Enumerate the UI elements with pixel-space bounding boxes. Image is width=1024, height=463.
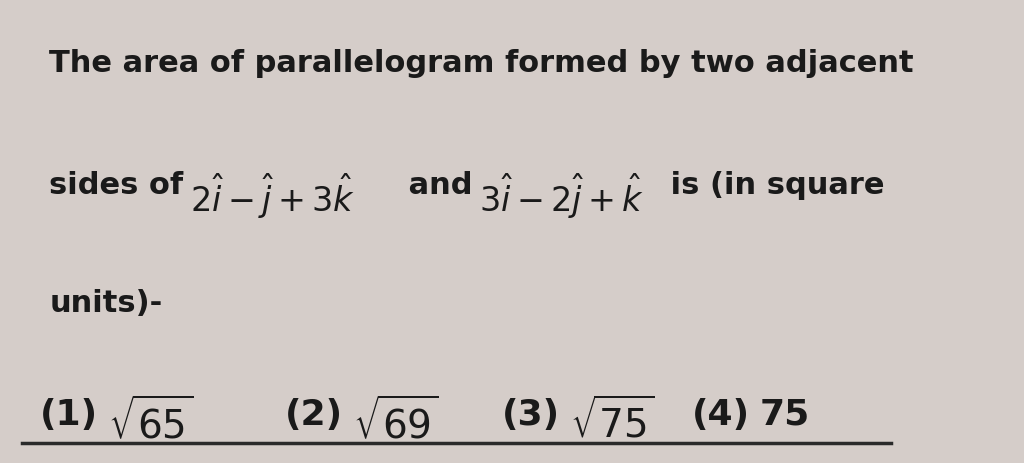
Text: 75: 75 (760, 398, 810, 432)
Text: units)-: units)- (49, 289, 163, 318)
Text: The area of parallelogram formed by two adjacent: The area of parallelogram formed by two … (49, 50, 914, 78)
Text: (2): (2) (285, 398, 343, 432)
Text: $3\hat{i}-2\hat{j}+\hat{k}$: $3\hat{i}-2\hat{j}+\hat{k}$ (479, 171, 645, 220)
Text: $2\hat{i}-\hat{j}+3\hat{k}$: $2\hat{i}-\hat{j}+3\hat{k}$ (189, 171, 355, 220)
Text: $\sqrt{69}$: $\sqrt{69}$ (352, 398, 438, 446)
Text: and: and (398, 171, 483, 200)
Text: $\sqrt{75}$: $\sqrt{75}$ (569, 398, 654, 445)
Text: sides of: sides of (49, 171, 195, 200)
Text: $\sqrt{65}$: $\sqrt{65}$ (109, 398, 194, 446)
Text: is (in square: is (in square (660, 171, 885, 200)
Text: (4): (4) (692, 398, 750, 432)
Text: (3): (3) (502, 398, 560, 432)
Text: (1): (1) (40, 398, 98, 432)
